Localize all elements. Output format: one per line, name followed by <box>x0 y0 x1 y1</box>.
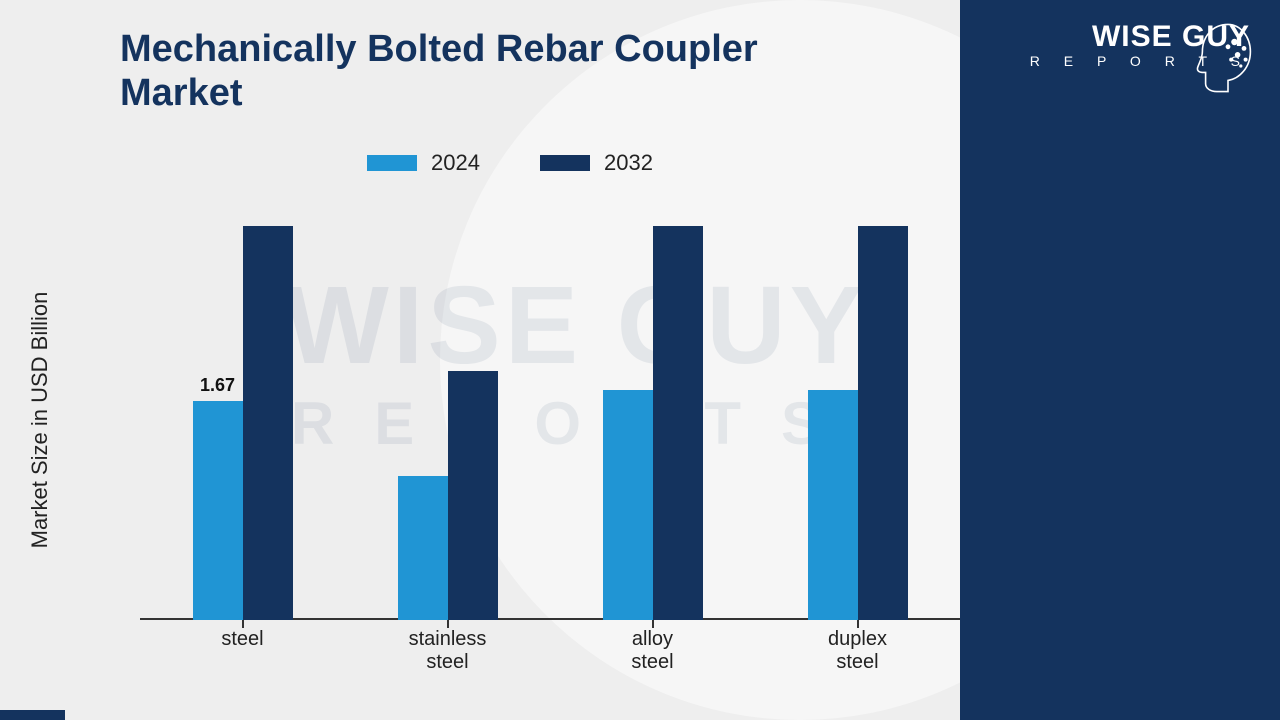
bar <box>398 476 448 620</box>
x-tick <box>242 620 244 628</box>
brand-logo: WISE GUY R E P O R T S <box>1030 22 1250 68</box>
bar <box>808 390 858 620</box>
brand-logo-line2: R E P O R T S <box>1030 54 1250 68</box>
bar-group: stainless steel <box>398 200 498 620</box>
legend-swatch-2024 <box>367 155 417 171</box>
bar-value-label: 1.67 <box>200 375 235 396</box>
bar-group: alloy steel <box>603 200 703 620</box>
right-brand-panel <box>960 0 1280 720</box>
bar-group: 1.67steel <box>193 200 293 620</box>
legend-label-2024: 2024 <box>431 150 480 176</box>
y-axis-label: Market Size in USD Billion <box>27 292 53 549</box>
chart-legend: 2024 2032 <box>50 150 970 176</box>
category-label: stainless steel <box>409 628 487 674</box>
bar <box>858 226 908 620</box>
bar-group: duplex steel <box>808 200 908 620</box>
bar <box>243 226 293 620</box>
bar <box>448 371 498 620</box>
plot-area: 1.67steel stainless steel alloy steel duple… <box>140 200 960 620</box>
bar-groups: 1.67steel stainless steel alloy steel duple… <box>140 200 960 620</box>
bar <box>653 226 703 620</box>
legend-swatch-2032 <box>540 155 590 171</box>
page-root: WISE GUY REPORTS WISE GUY R E P O R T S … <box>0 0 1280 720</box>
x-tick <box>652 620 654 628</box>
bottom-accent-bar <box>0 710 65 720</box>
x-tick <box>857 620 859 628</box>
category-label: duplex steel <box>828 628 887 674</box>
chart-title: Mechanically Bolted Rebar Coupler Market <box>120 28 840 115</box>
brand-logo-line1: WISE GUY <box>1030 22 1250 52</box>
x-tick <box>447 620 449 628</box>
category-label: alloy steel <box>631 628 673 674</box>
legend-item-2032: 2032 <box>540 150 653 176</box>
bar <box>603 390 653 620</box>
category-label: steel <box>221 628 263 651</box>
legend-label-2032: 2032 <box>604 150 653 176</box>
chart-container: Market Size in USD Billion 2024 2032 1.6… <box>50 150 970 690</box>
bar: 1.67 <box>193 401 243 620</box>
legend-item-2024: 2024 <box>367 150 480 176</box>
